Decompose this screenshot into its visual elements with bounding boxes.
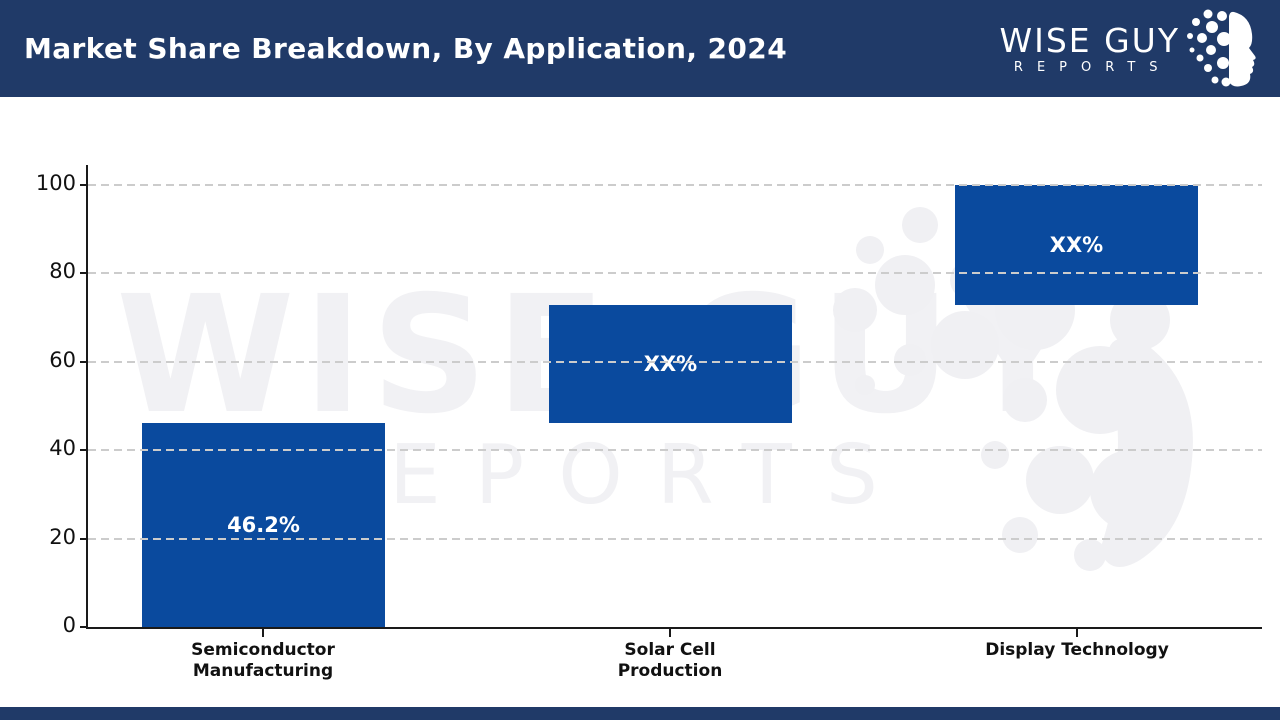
gridline <box>88 272 1262 275</box>
gridline <box>88 537 1262 540</box>
header-bar: Market Share Breakdown, By Application, … <box>0 0 1280 97</box>
brand-subtitle: REPORTS <box>1013 59 1172 75</box>
watermark-text-line2: REPORTS <box>298 428 912 523</box>
y-tick-label: 80 <box>49 259 76 284</box>
y-axis-line <box>86 165 88 629</box>
x-axis-label: Solar Cell Production <box>520 640 820 682</box>
y-tick-label: 20 <box>49 524 76 549</box>
x-tick-mark <box>262 629 264 637</box>
y-tick-mark <box>80 626 87 628</box>
x-axis-label-line: Semiconductor <box>191 640 335 660</box>
y-tick-mark <box>80 184 87 186</box>
x-axis-label-line: Production <box>617 661 723 681</box>
y-tick-mark <box>80 537 87 540</box>
y-tick-label: 40 <box>49 436 76 461</box>
gridline <box>88 449 1262 452</box>
bar-value-label: 46.2% <box>227 512 300 537</box>
bar-value-label: XX% <box>1049 233 1104 258</box>
x-axis-label-line: Manufacturing <box>192 661 334 681</box>
brand-face-icon <box>1187 9 1256 86</box>
bar-segment: XX% <box>549 305 792 423</box>
y-tick-mark <box>80 449 87 452</box>
bar-segment: XX% <box>955 185 1198 306</box>
y-tick-label: 60 <box>49 347 76 372</box>
y-tick-mark <box>80 360 87 363</box>
brand-name: WISE GUY <box>999 20 1180 60</box>
x-axis-label: Display Technology <box>927 640 1227 661</box>
brand-logo-text: WISE GUY REPORTS <box>999 24 1180 74</box>
y-tick-label: 100 <box>35 171 76 195</box>
x-axis-label-line: Solar Cell <box>624 640 716 660</box>
x-axis-line <box>88 627 1262 629</box>
y-tick-label: 0 <box>62 613 76 637</box>
x-tick-mark <box>1076 629 1078 637</box>
bar-segment: 46.2% <box>142 422 385 627</box>
gridline <box>88 184 1262 186</box>
footer-bar <box>0 707 1280 720</box>
y-tick-mark <box>80 272 87 275</box>
x-axis-label-line: Display Technology <box>985 640 1169 660</box>
bar-value-label: XX% <box>643 352 698 376</box>
page-title: Market Share Breakdown, By Application, … <box>24 32 788 65</box>
x-tick-mark <box>669 629 671 637</box>
brand-logo: WISE GUY REPORTS <box>999 6 1256 92</box>
gridline <box>88 360 1262 363</box>
x-axis-label: Semiconductor Manufacturing <box>113 640 413 682</box>
